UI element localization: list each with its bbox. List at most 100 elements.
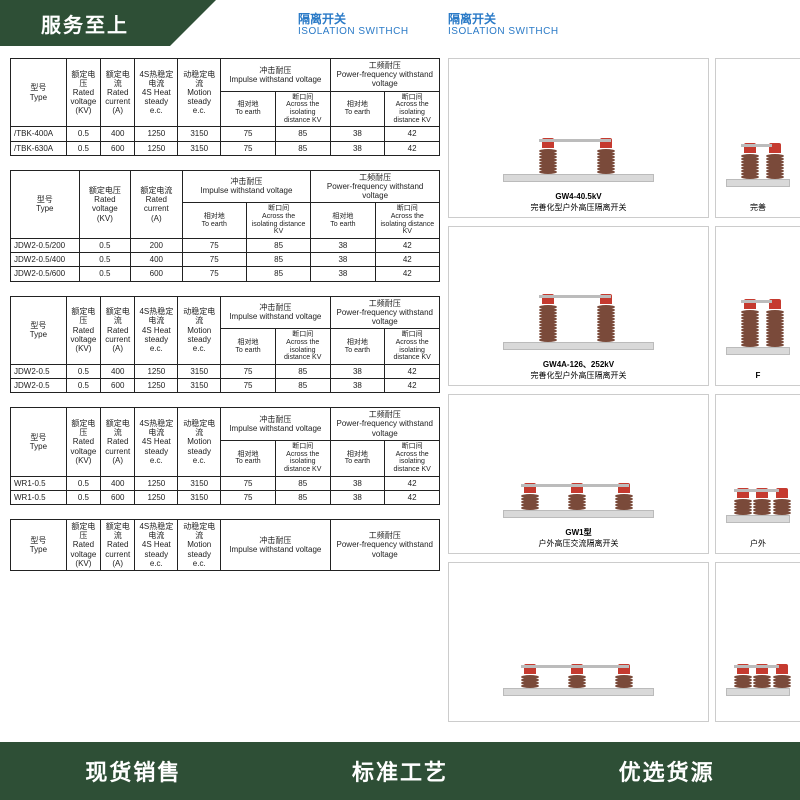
- cell: 85: [246, 267, 310, 281]
- product-card: [715, 562, 800, 722]
- cell: 42: [375, 253, 439, 267]
- isolator-icon: [720, 413, 796, 523]
- cell: 38: [311, 253, 375, 267]
- col-to-earth: 相对地To earth: [182, 203, 246, 239]
- col-powerfreq: 工频耐压Power-frequency withstand voltage: [330, 408, 439, 441]
- table-row: JDW2-0.5/6000.560075853842: [11, 267, 440, 281]
- col-isolating: 断口间Across the isolating distance KV: [375, 203, 439, 239]
- table-row: /TBK-630A0.56001250315075853842: [11, 141, 440, 155]
- cell: 1250: [135, 141, 178, 155]
- cell: 400: [101, 476, 135, 490]
- cell: 75: [221, 379, 276, 393]
- col-dynamic: 动稳定电流Motion steady e.c.: [178, 59, 221, 127]
- bottom-banner-item: 标准工艺: [352, 755, 448, 787]
- cell: 85: [275, 127, 330, 141]
- cell: 85: [246, 253, 310, 267]
- cell: 3150: [178, 364, 221, 378]
- product-card: F: [715, 226, 800, 386]
- col-rated-voltage: 额定电压Rated voltage(KV): [66, 296, 100, 364]
- table-row: JDW2-0.5/4000.540075853842: [11, 253, 440, 267]
- col-rated-voltage: 额定电压Rated voltage(KV): [79, 170, 130, 238]
- cell: 75: [221, 127, 276, 141]
- bottom-banner: 现货销售 标准工艺 优选货源: [0, 742, 800, 800]
- cell-type: JDW2-0.5/600: [11, 267, 80, 281]
- col-dynamic: 动稳定电流Motion steady e.c.: [178, 296, 221, 364]
- cell: 0.5: [66, 127, 100, 141]
- cell: 0.5: [66, 364, 100, 378]
- col-powerfreq: 工频耐压Power-frequency withstand voltage: [311, 170, 440, 203]
- spec-table: 型号Type额定电压Rated voltage(KV)额定电流Rated cur…: [10, 407, 440, 505]
- col-isolating: 断口间Across the isolating distance KV: [275, 91, 330, 127]
- isolator-icon: [720, 77, 796, 187]
- cell: 3150: [178, 379, 221, 393]
- cell: 85: [275, 490, 330, 504]
- product-caption: 完善: [750, 201, 766, 213]
- col-thermal: 4S热稳定电流4S Heat steady e.c.: [135, 296, 178, 364]
- cell: 1250: [135, 364, 178, 378]
- col-to-earth: 相对地To earth: [330, 91, 385, 127]
- col-to-earth: 相对地To earth: [221, 329, 276, 365]
- top-banner: 服务至上: [0, 0, 170, 46]
- cell: 1250: [135, 127, 178, 141]
- cell: 0.5: [66, 141, 100, 155]
- col-to-earth: 相对地To earth: [221, 440, 276, 476]
- cell: 1250: [135, 490, 178, 504]
- section-title-cn: 隔离开关: [448, 12, 559, 26]
- col-type: 型号Type: [11, 59, 67, 127]
- col-dynamic: 动稳定电流Motion steady e.c.: [178, 408, 221, 476]
- cell: 1250: [135, 476, 178, 490]
- col-impulse: 冲击耐压Impulse withstand voltage: [221, 59, 330, 92]
- isolator-icon: [489, 408, 669, 518]
- cell: 42: [385, 141, 440, 155]
- cell: 600: [101, 490, 135, 504]
- cell-type: JDW2-0.5/200: [11, 239, 80, 253]
- cell: 38: [311, 267, 375, 281]
- col-rated-current: 额定电流Rated current(A): [101, 59, 135, 127]
- col-isolating: 断口间Across the isolating distance KV: [385, 91, 440, 127]
- cell-type: JDW2-0.5/400: [11, 253, 80, 267]
- cell: 75: [221, 490, 276, 504]
- cell: 0.5: [66, 490, 100, 504]
- table-row: /TBK-400A0.54001250315075853842: [11, 127, 440, 141]
- col-impulse: 冲击耐压Impulse withstand voltage: [221, 296, 330, 329]
- cell: 75: [182, 267, 246, 281]
- col-isolating: 断口间Across the isolating distance KV: [275, 329, 330, 365]
- cell: 85: [275, 141, 330, 155]
- product-card: [448, 562, 709, 722]
- product-caption: 户外: [750, 537, 766, 549]
- cell-type: WR1-0.5: [11, 476, 67, 490]
- product-grid-column: GW4-40.5kV完善化型户外高压隔离开关完善GW4A-126、252kV完善…: [448, 58, 800, 722]
- cell: 0.5: [66, 379, 100, 393]
- product-card: GW4A-126、252kV完善化型户外高压隔离开关: [448, 226, 709, 386]
- cell: 38: [330, 379, 385, 393]
- cell: 42: [375, 239, 439, 253]
- cell: 3150: [178, 490, 221, 504]
- bottom-banner-item: 优选货源: [619, 755, 715, 787]
- cell: 38: [330, 476, 385, 490]
- cell: 38: [330, 490, 385, 504]
- cell: 85: [246, 239, 310, 253]
- col-to-earth: 相对地To earth: [330, 440, 385, 476]
- cell: 42: [385, 364, 440, 378]
- cell: 75: [221, 476, 276, 490]
- cell: 42: [375, 267, 439, 281]
- isolator-icon: [489, 240, 669, 350]
- cell: 0.5: [66, 476, 100, 490]
- section-title-left: 隔离开关 ISOLATION SWITHCH: [298, 12, 409, 38]
- col-type: 型号Type: [11, 170, 80, 238]
- cell: 42: [385, 127, 440, 141]
- cell: 0.5: [79, 253, 130, 267]
- col-rated-voltage: 额定电压Rated voltage(KV): [66, 59, 100, 127]
- cell: 42: [385, 476, 440, 490]
- col-to-earth: 相对地To earth: [330, 329, 385, 365]
- col-powerfreq: 工频耐压Power-frequency withstand voltage: [330, 296, 439, 329]
- cell: 38: [330, 127, 385, 141]
- cell: 75: [221, 141, 276, 155]
- cell: 75: [182, 253, 246, 267]
- cell-type: /TBK-630A: [11, 141, 67, 155]
- table-row: JDW2-0.50.56001250315075853842: [11, 379, 440, 393]
- product-caption: GW1型户外高压交流隔离开关: [539, 526, 619, 549]
- col-thermal: 4S热稳定电流4S Heat steady e.c.: [135, 59, 178, 127]
- col-type: 型号Type: [11, 296, 67, 364]
- cell-type: JDW2-0.5: [11, 364, 67, 378]
